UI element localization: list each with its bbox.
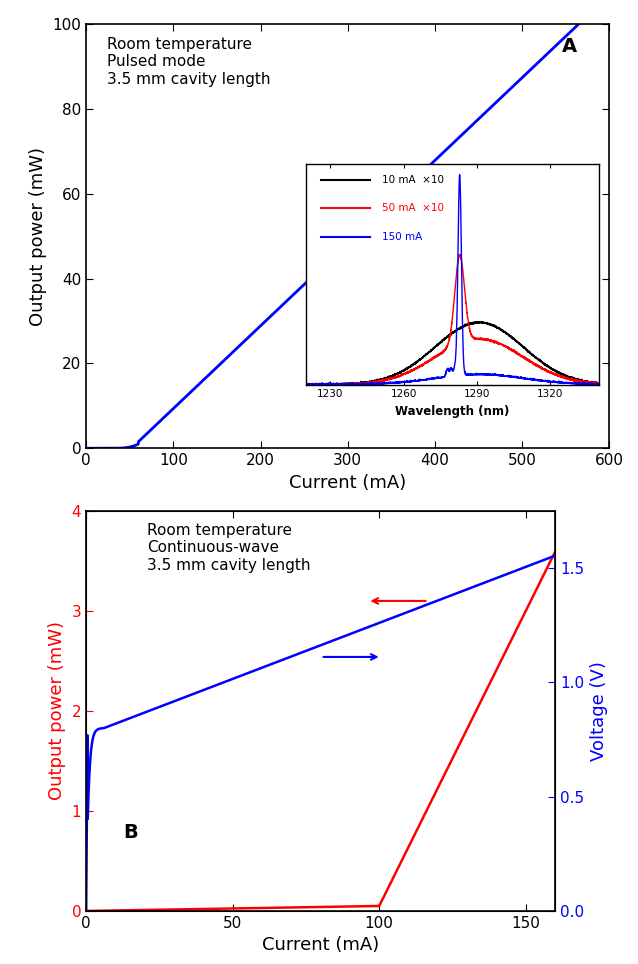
Text: B: B: [124, 823, 138, 842]
X-axis label: Current (mA): Current (mA): [262, 936, 379, 954]
X-axis label: Current (mA): Current (mA): [289, 473, 406, 492]
Text: Room temperature
Pulsed mode
3.5 mm cavity length: Room temperature Pulsed mode 3.5 mm cavi…: [107, 37, 271, 87]
Text: A: A: [562, 37, 577, 56]
Y-axis label: Output power (mW): Output power (mW): [48, 622, 66, 800]
Text: Room temperature
Continuous-wave
3.5 mm cavity length: Room temperature Continuous-wave 3.5 mm …: [147, 522, 311, 573]
Y-axis label: Output power (mW): Output power (mW): [29, 147, 47, 326]
Y-axis label: Voltage (V): Voltage (V): [590, 661, 607, 761]
